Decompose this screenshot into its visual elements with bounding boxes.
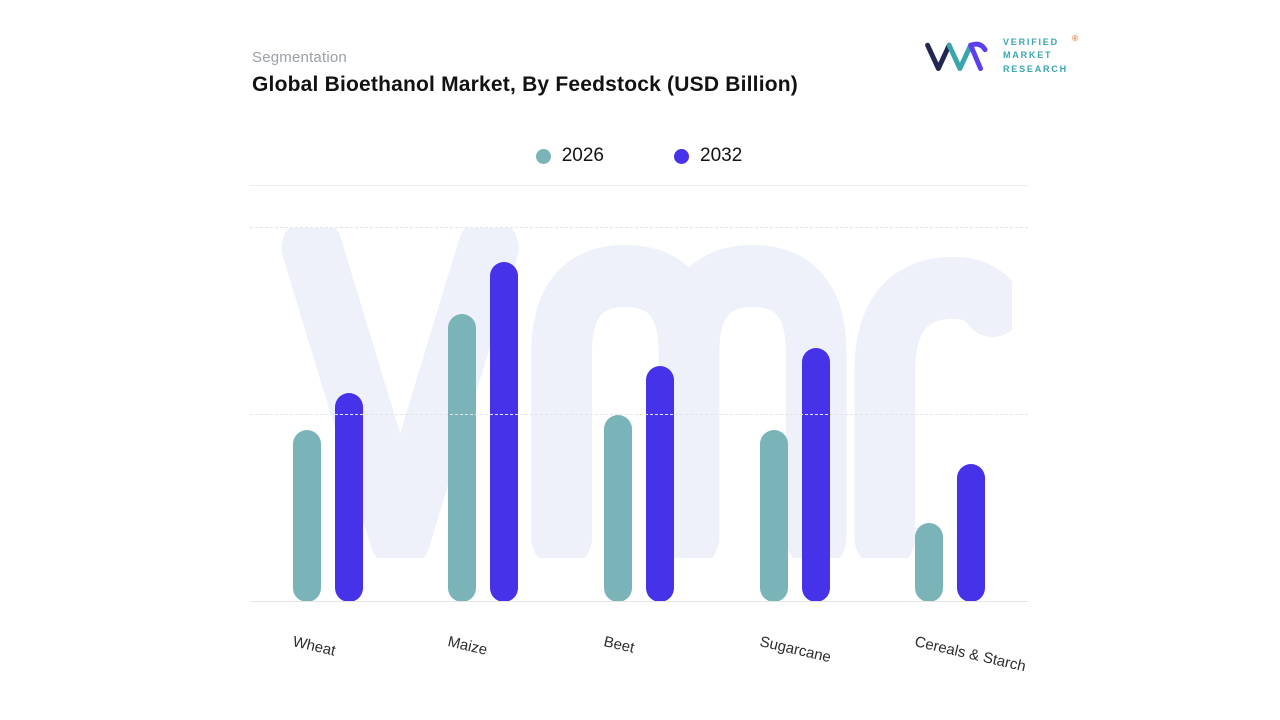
category-label-wheat: Wheat xyxy=(290,633,337,660)
chart-legend: 2026 2032 xyxy=(250,145,1028,167)
bar-group-sugarcane xyxy=(759,228,830,602)
category-label-beet: Beet xyxy=(602,633,636,657)
gridline-50 xyxy=(250,414,1028,415)
vmr-logo-mark xyxy=(925,41,988,72)
legend-item-2026[interactable]: 2026 xyxy=(535,145,604,167)
logo-line-research: RESEARCH xyxy=(1003,63,1068,74)
bar-2032-beet xyxy=(645,366,674,602)
bar-2032-maize xyxy=(490,261,519,602)
bar-2032-wheat xyxy=(334,392,363,602)
bar-group-maize xyxy=(448,228,519,602)
category-label-maize: Maize xyxy=(446,633,490,659)
vmr-logo: VERIFIED MARKET RESEARCH ® xyxy=(924,34,1078,76)
chart-title: Global Bioethanol Market, By Feedstock (… xyxy=(252,73,798,96)
logo-line-market: MARKET xyxy=(1003,50,1053,61)
category-labels: Wheat Maize Beet Sugarcane Cereals & Starch xyxy=(250,633,1028,675)
category-label-sugarcane: Sugarcane xyxy=(757,633,833,667)
gridline-100 xyxy=(250,227,1028,228)
bar-group-beet xyxy=(603,228,674,602)
registered-mark: ® xyxy=(1072,34,1078,44)
bar-2026-beet xyxy=(603,415,632,602)
category-label-box-cereals-starch: Cereals & Starch xyxy=(913,633,1027,675)
bar-2032-sugarcane xyxy=(801,347,830,602)
bar-2026-wheat xyxy=(292,429,321,602)
category-label-box-beet: Beet xyxy=(602,633,674,657)
bar-2026-cereals-starch xyxy=(915,523,944,602)
plot-bars xyxy=(250,228,1028,602)
category-label-box-wheat: Wheat xyxy=(291,633,363,659)
legend-label-2032: 2032 xyxy=(700,145,743,166)
category-label-cereals-starch: Cereals & Starch xyxy=(913,633,1028,676)
category-label-box-sugarcane: Sugarcane xyxy=(758,633,833,666)
bar-2032-cereals-starch xyxy=(957,463,986,602)
legend-dot-2032 xyxy=(674,148,689,164)
x-axis-line xyxy=(250,601,1028,602)
bar-group-cereals-starch xyxy=(915,228,986,602)
legend-separator xyxy=(250,185,1028,186)
bar-2026-sugarcane xyxy=(759,429,788,602)
logo-text: VERIFIED MARKET RESEARCH ® xyxy=(1003,34,1078,75)
category-label-box-maize: Maize xyxy=(446,633,518,659)
bar-group-wheat xyxy=(292,228,363,602)
legend-item-2032[interactable]: 2032 xyxy=(674,145,742,167)
bar-2026-maize xyxy=(448,314,477,602)
legend-label-2026: 2026 xyxy=(561,145,604,166)
plot-area xyxy=(250,227,1028,602)
segmentation-label: Segmentation xyxy=(252,49,347,66)
logo-line-verified: VERIFIED xyxy=(1003,37,1059,48)
legend-dot-2026 xyxy=(535,148,551,164)
